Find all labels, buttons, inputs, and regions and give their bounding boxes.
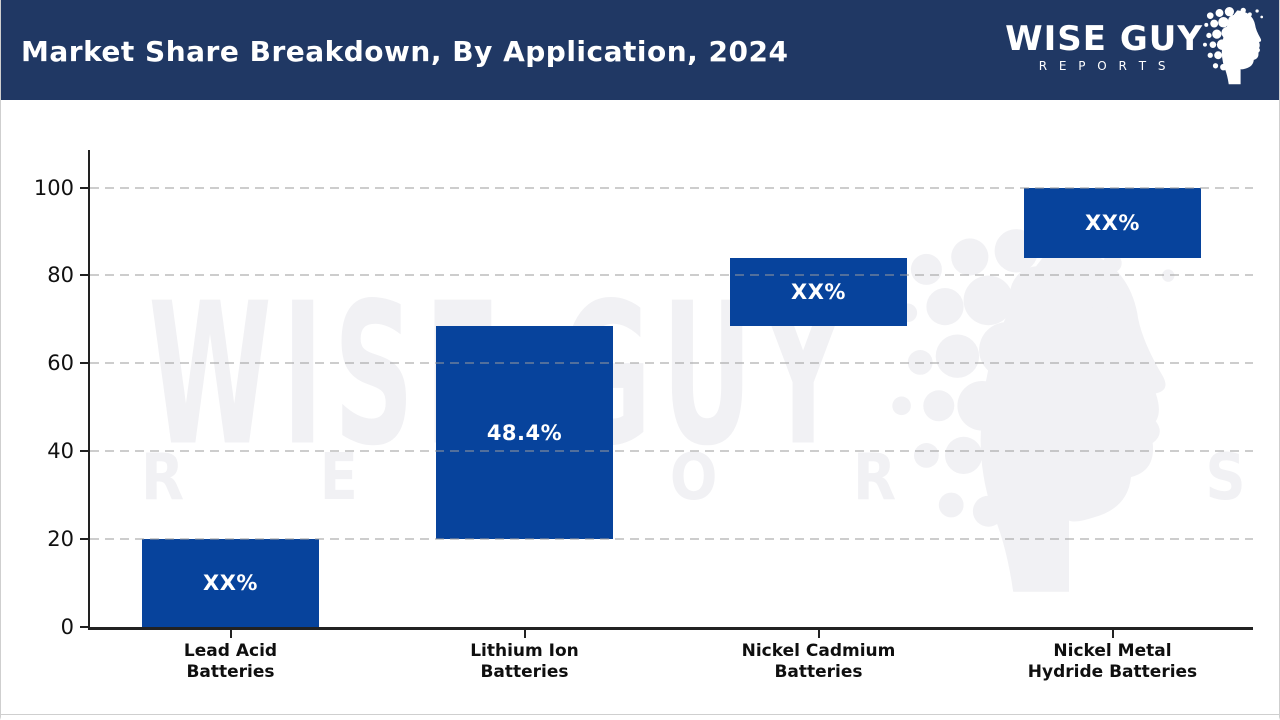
watermark-head-icon (892, 229, 1175, 592)
y-tick (80, 626, 88, 628)
gridline (90, 538, 1253, 541)
y-tick (80, 274, 88, 277)
x-tick-label: Nickel Metal Hydride Batteries (1027, 641, 1198, 682)
logo-wordmark: WISE GUY (1005, 19, 1203, 59)
bar-value-label: XX% (1085, 210, 1140, 235)
bar-value-label: XX% (791, 280, 846, 305)
x-axis-spine (88, 627, 1253, 630)
bar: 48.4% (436, 326, 613, 540)
x-tick (523, 630, 526, 638)
y-axis-spine (88, 150, 90, 630)
y-tick-label: 40 (47, 439, 74, 464)
logo-head-icon (1202, 7, 1264, 85)
y-tick (80, 538, 88, 541)
y-tick-label: 20 (47, 527, 74, 552)
y-tick (80, 450, 88, 453)
gridline (90, 274, 1253, 277)
gridline (90, 186, 1253, 189)
x-tick (817, 630, 820, 638)
y-tick-label: 0 (60, 615, 74, 639)
y-tick (80, 186, 88, 189)
gridline (90, 362, 1253, 365)
bar: XX% (1024, 187, 1201, 258)
chart-title: Market Share Breakdown, By Application, … (21, 35, 789, 68)
bar-value-label: XX% (203, 571, 258, 596)
y-tick (80, 362, 88, 365)
x-tick (1111, 630, 1114, 638)
bar: XX% (730, 257, 907, 327)
x-tick (229, 630, 232, 638)
x-tick-label: Lithium Ion Batteries (470, 641, 579, 682)
bar: XX% (142, 539, 319, 627)
header-banner: Market Share Breakdown, By Application, … (1, 0, 1279, 100)
x-tick-label: Lead Acid Batteries (183, 641, 278, 682)
logo-subtext: R E P O R T S (1038, 59, 1170, 73)
x-tick-label: Nickel Cadmium Batteries (741, 641, 896, 682)
y-tick-label: 100 (33, 175, 74, 200)
wiseguy-logo: WISE GUY R E P O R T S (1005, 0, 1273, 100)
y-tick-label: 60 (47, 351, 74, 376)
gridline (90, 450, 1253, 453)
y-tick-label: 80 (47, 263, 74, 288)
bar-value-label: 48.4% (486, 420, 563, 445)
